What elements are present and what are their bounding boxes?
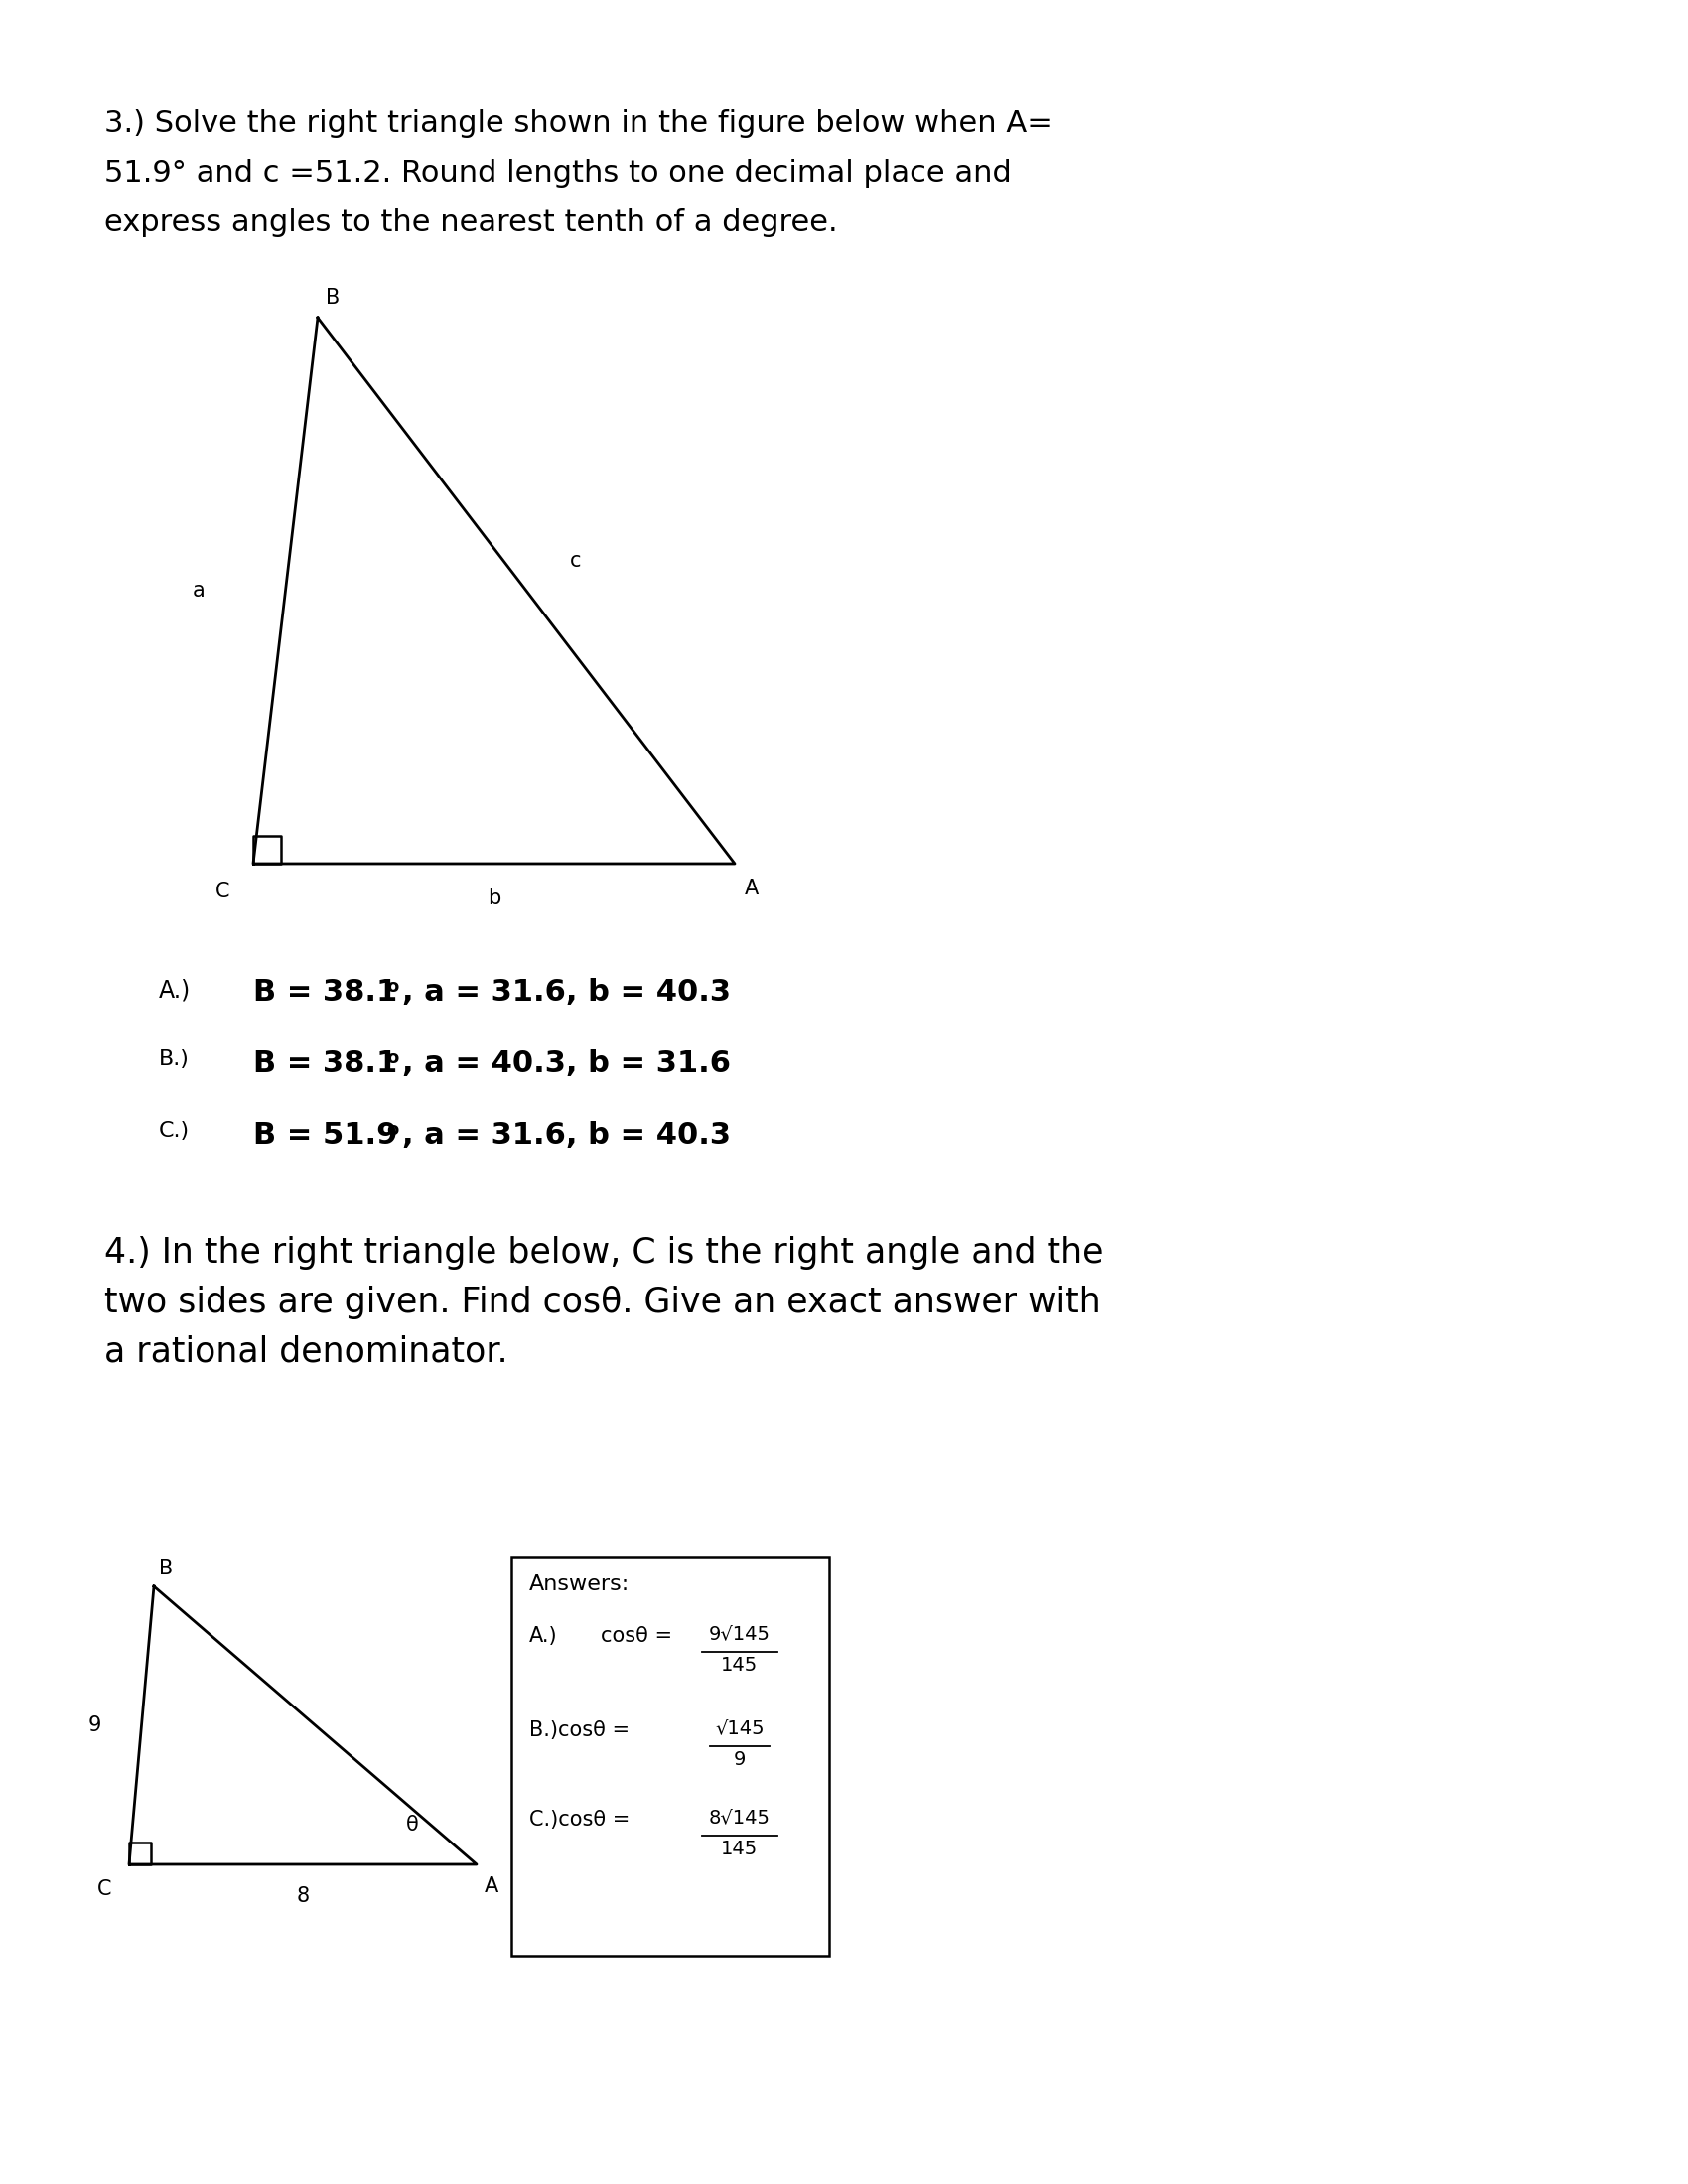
Text: , a = 40.3, b = 31.6: , a = 40.3, b = 31.6 (402, 1048, 731, 1079)
Text: o: o (387, 1048, 398, 1068)
Text: C.): C.) (159, 1120, 189, 1140)
Text: A.): A.) (159, 978, 191, 1002)
Text: 8: 8 (297, 1887, 309, 1907)
Text: B: B (159, 1559, 172, 1579)
Text: a: a (192, 581, 204, 601)
Text: 3.) Solve the right triangle shown in the figure below when A=: 3.) Solve the right triangle shown in th… (105, 109, 1052, 138)
Text: B.)cosθ =: B.)cosθ = (530, 1721, 630, 1741)
Text: B.): B.) (159, 1048, 189, 1070)
Text: c: c (571, 550, 582, 570)
Text: two sides are given. Find cosθ. Give an exact answer with: two sides are given. Find cosθ. Give an … (105, 1286, 1101, 1319)
Text: express angles to the nearest tenth of a degree.: express angles to the nearest tenth of a… (105, 207, 837, 238)
Text: b: b (488, 889, 501, 909)
Text: o: o (387, 978, 398, 996)
Text: , a = 31.6, b = 40.3: , a = 31.6, b = 40.3 (402, 978, 731, 1007)
Text: θ: θ (405, 1815, 419, 1835)
Text: 9√145: 9√145 (709, 1625, 770, 1642)
Text: cosθ =: cosθ = (601, 1627, 672, 1647)
Text: 9: 9 (734, 1749, 746, 1769)
Text: 8√145: 8√145 (709, 1808, 770, 1826)
Text: Answers:: Answers: (530, 1575, 630, 1594)
Text: C: C (98, 1878, 111, 1900)
Text: B: B (326, 288, 339, 308)
Text: 4.) In the right triangle below, C is the right angle and the: 4.) In the right triangle below, C is th… (105, 1236, 1104, 1269)
Text: C.)cosθ =: C.)cosθ = (530, 1811, 630, 1830)
Text: o: o (387, 1120, 398, 1138)
Text: 51.9° and c =51.2. Round lengths to one decimal place and: 51.9° and c =51.2. Round lengths to one … (105, 159, 1011, 188)
Text: B = 51.9: B = 51.9 (253, 1120, 398, 1149)
Text: A.): A.) (530, 1627, 557, 1647)
Text: 145: 145 (721, 1655, 758, 1675)
Text: √145: √145 (716, 1719, 765, 1736)
Text: 9: 9 (88, 1714, 101, 1736)
Bar (511, 1557, 829, 1955)
Text: A: A (484, 1876, 498, 1896)
Text: a rational denominator.: a rational denominator. (105, 1334, 508, 1369)
Text: B = 38.1: B = 38.1 (253, 978, 397, 1007)
Text: , a = 31.6, b = 40.3: , a = 31.6, b = 40.3 (402, 1120, 731, 1149)
Text: C: C (216, 882, 230, 902)
Text: B = 38.1: B = 38.1 (253, 1048, 397, 1079)
Text: A: A (744, 878, 760, 898)
Text: 145: 145 (721, 1839, 758, 1859)
